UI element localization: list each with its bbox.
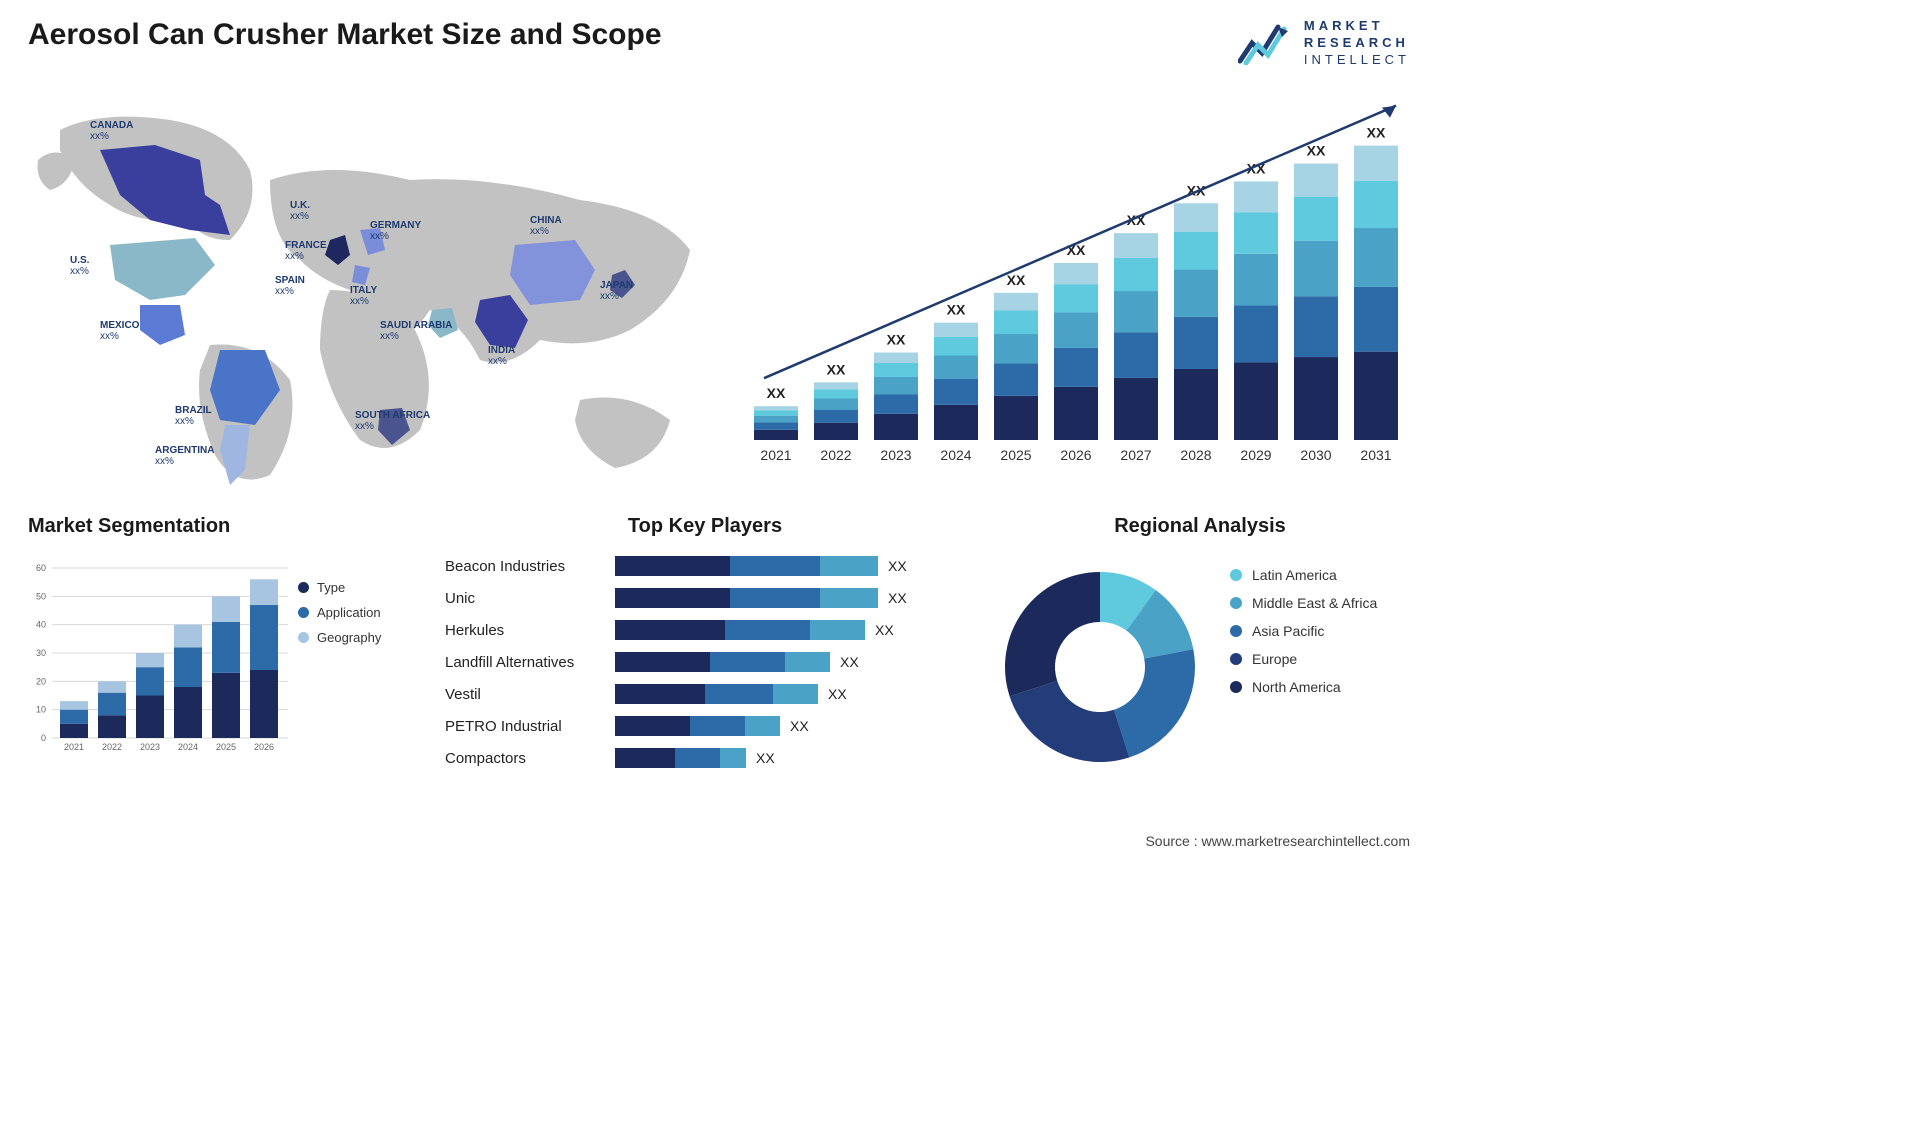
legend-item: Application xyxy=(298,605,381,620)
svg-text:2023: 2023 xyxy=(140,742,160,752)
svg-text:2022: 2022 xyxy=(102,742,122,752)
svg-text:2026: 2026 xyxy=(1060,447,1091,463)
country-label: SAUDI ARABIAxx% xyxy=(380,320,452,342)
country-label: ARGENTINAxx% xyxy=(155,445,214,467)
logo-text-2: RESEARCH xyxy=(1304,35,1410,52)
legend-item: Type xyxy=(298,580,381,595)
player-row: Unic XX xyxy=(445,584,965,612)
player-name: Beacon Industries xyxy=(445,558,615,575)
player-bar xyxy=(615,620,865,640)
brand-logo: MARKET RESEARCH INTELLECT xyxy=(1238,18,1410,69)
logo-text-3: INTELLECT xyxy=(1304,52,1410,69)
player-name: PETRO Industrial xyxy=(445,718,615,735)
regional-title: Regional Analysis xyxy=(990,515,1410,538)
player-value: XX xyxy=(790,718,809,734)
player-bar xyxy=(615,716,780,736)
players-block: Top Key Players Beacon Industries XX Unic X… xyxy=(445,515,965,765)
svg-text:2024: 2024 xyxy=(178,742,198,752)
svg-text:2028: 2028 xyxy=(1180,447,1211,463)
svg-text:30: 30 xyxy=(36,648,46,658)
segmentation-block: Market Segmentation 0 10 20 30 40 50 60 2021 202… xyxy=(28,515,398,755)
player-row: Landfill Alternatives XX xyxy=(445,648,965,676)
svg-text:40: 40 xyxy=(36,620,46,630)
svg-text:2025: 2025 xyxy=(1000,447,1031,463)
player-row: Vestil XX xyxy=(445,680,965,708)
page-title: Aerosol Can Crusher Market Size and Scop… xyxy=(28,18,662,52)
country-label: JAPANxx% xyxy=(600,280,633,302)
svg-text:XX: XX xyxy=(887,331,906,347)
player-bar xyxy=(615,556,878,576)
svg-text:XX: XX xyxy=(1007,272,1026,288)
player-value: XX xyxy=(840,654,859,670)
player-row: Compactors XX xyxy=(445,744,965,772)
player-bar xyxy=(615,748,746,768)
player-value: XX xyxy=(875,622,894,638)
svg-text:2021: 2021 xyxy=(64,742,84,752)
legend-item: Geography xyxy=(298,630,381,645)
svg-text:XX: XX xyxy=(827,361,846,377)
svg-text:2030: 2030 xyxy=(1300,447,1331,463)
regional-legend: Latin America Middle East & Africa Asia Pa… xyxy=(1230,567,1377,707)
svg-text:10: 10 xyxy=(36,705,46,715)
segmentation-legend: Type Application Geography xyxy=(298,580,381,655)
country-label: MEXICOxx% xyxy=(100,320,139,342)
svg-text:2025: 2025 xyxy=(216,742,236,752)
player-row: PETRO Industrial XX xyxy=(445,712,965,740)
svg-text:XX: XX xyxy=(1367,125,1386,141)
svg-text:2026: 2026 xyxy=(254,742,274,752)
player-name: Herkules xyxy=(445,622,615,639)
player-value: XX xyxy=(828,686,847,702)
legend-item: Middle East & Africa xyxy=(1230,595,1377,611)
player-bar xyxy=(615,684,818,704)
legend-item: North America xyxy=(1230,679,1377,695)
player-value: XX xyxy=(756,750,775,766)
player-row: Beacon Industries XX xyxy=(445,552,965,580)
growth-chart: XX 2021 XX 2022 XX 2023 XX 2024 XX 2025 XX 2026 XX 20… xyxy=(750,100,1410,480)
svg-text:XX: XX xyxy=(767,385,786,401)
svg-text:0: 0 xyxy=(41,733,46,743)
country-label: U.K.xx% xyxy=(290,200,310,222)
player-bar xyxy=(615,652,830,672)
svg-text:2023: 2023 xyxy=(880,447,911,463)
country-label: FRANCExx% xyxy=(285,240,327,262)
logo-text-1: MARKET xyxy=(1304,18,1410,35)
player-name: Vestil xyxy=(445,686,615,703)
svg-text:2029: 2029 xyxy=(1240,447,1271,463)
country-label: CANADAxx% xyxy=(90,120,133,142)
svg-text:2021: 2021 xyxy=(760,447,791,463)
players-title: Top Key Players xyxy=(445,515,965,538)
country-label: INDIAxx% xyxy=(488,345,515,367)
svg-text:2027: 2027 xyxy=(1120,447,1151,463)
player-name: Unic xyxy=(445,590,615,607)
player-row: Herkules XX xyxy=(445,616,965,644)
logo-mark-icon xyxy=(1238,21,1294,65)
player-bar xyxy=(615,588,878,608)
legend-item: Latin America xyxy=(1230,567,1377,583)
segmentation-title: Market Segmentation xyxy=(28,515,398,538)
player-name: Landfill Alternatives xyxy=(445,654,615,671)
country-label: BRAZILxx% xyxy=(175,405,212,427)
country-label: GERMANYxx% xyxy=(370,220,421,242)
country-label: U.S.xx% xyxy=(70,255,89,277)
legend-item: Asia Pacific xyxy=(1230,623,1377,639)
regional-block: Regional Analysis Latin America Middle Ea… xyxy=(990,515,1410,765)
svg-text:XX: XX xyxy=(1307,143,1326,159)
svg-text:2031: 2031 xyxy=(1360,447,1391,463)
country-label: SOUTH AFRICAxx% xyxy=(355,410,430,432)
player-name: Compactors xyxy=(445,750,615,767)
country-label: CHINAxx% xyxy=(530,215,562,237)
svg-text:XX: XX xyxy=(947,302,966,318)
legend-item: Europe xyxy=(1230,651,1377,667)
source-label: Source : www.marketresearchintellect.com xyxy=(1145,833,1410,849)
svg-text:2022: 2022 xyxy=(820,447,851,463)
svg-text:2024: 2024 xyxy=(940,447,971,463)
svg-text:20: 20 xyxy=(36,676,46,686)
player-value: XX xyxy=(888,558,907,574)
svg-text:60: 60 xyxy=(36,563,46,573)
country-label: ITALYxx% xyxy=(350,285,377,307)
world-map: CANADAxx% U.S.xx% MEXICOxx% BRAZILxx% ARGENT… xyxy=(20,90,720,480)
svg-text:50: 50 xyxy=(36,591,46,601)
country-label: SPAINxx% xyxy=(275,275,305,297)
player-value: XX xyxy=(888,590,907,606)
